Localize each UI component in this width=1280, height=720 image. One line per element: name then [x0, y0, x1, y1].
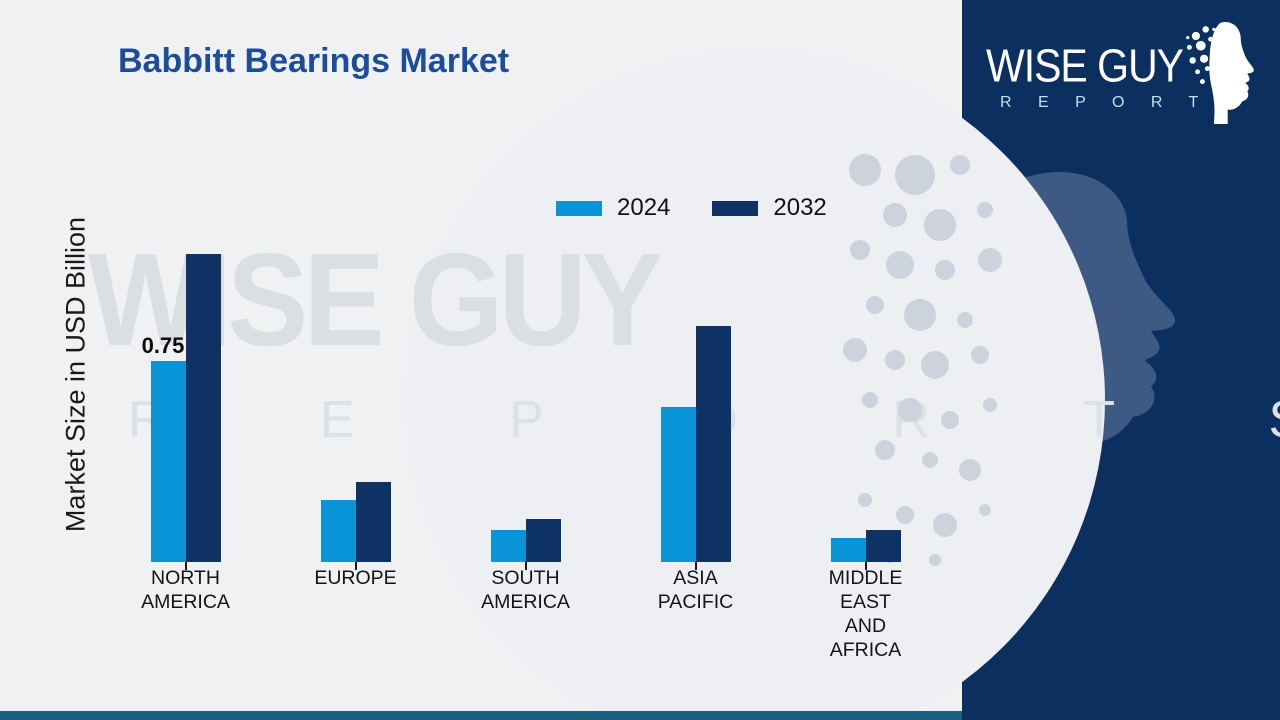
legend-label-2032: 2032	[773, 194, 827, 221]
category-label-europe: EUROPE	[314, 567, 397, 589]
x-axis-tick	[354, 562, 357, 570]
bar-2024-north-america	[150, 361, 186, 562]
x-axis-tick	[184, 562, 187, 570]
category-label-south-america: SOUTH AMERICA	[481, 567, 570, 613]
watermark-dots-pattern	[843, 154, 1002, 566]
x-axis-tick	[864, 562, 867, 570]
legend-label-2024: 2024	[617, 194, 671, 221]
bar-2032-europe	[355, 482, 391, 562]
head-profile-dots-icon	[1186, 22, 1254, 124]
legend-item-2032: 2032	[712, 194, 827, 222]
bar-2024-europe	[320, 500, 356, 562]
x-axis-tick	[524, 562, 527, 570]
bar-value-label: 0.75	[141, 333, 185, 358]
logo-reports-text: R E P O R T S	[1000, 94, 1247, 111]
legend-item-2024: 2024	[556, 194, 670, 222]
legend-swatch-2024	[556, 200, 602, 216]
x-axis-tick	[694, 562, 697, 570]
footer-accent-strip	[0, 711, 962, 720]
category-label-north-america: NORTH AMERICA	[141, 567, 230, 613]
background-circle	[405, 50, 1105, 720]
logo-wiseguy-text: WISE GUY	[986, 40, 1184, 92]
bar-2032-south-america	[525, 519, 561, 562]
bar-2024-south-america	[490, 530, 526, 562]
bar-2032-asia-pacific	[695, 326, 731, 562]
legend-swatch-2032	[712, 200, 759, 216]
chart-legend: 2024 2032	[556, 194, 827, 222]
page-title: Babbitt Bearings Market	[118, 42, 510, 80]
watermark-wiseguy-text: WISE GUY	[88, 226, 663, 374]
bar-2024-asia-pacific	[660, 407, 696, 562]
bar-2024-middle-east-and-africa	[830, 538, 866, 562]
bar-2032-middle-east-and-africa	[865, 530, 901, 562]
category-label-asia-pacific: ASIA PACIFIC	[657, 567, 734, 613]
bar-2032-north-america	[185, 254, 221, 562]
category-label-middle-east-and-africa: MIDDLE EAST AND AFRICA	[828, 567, 903, 661]
